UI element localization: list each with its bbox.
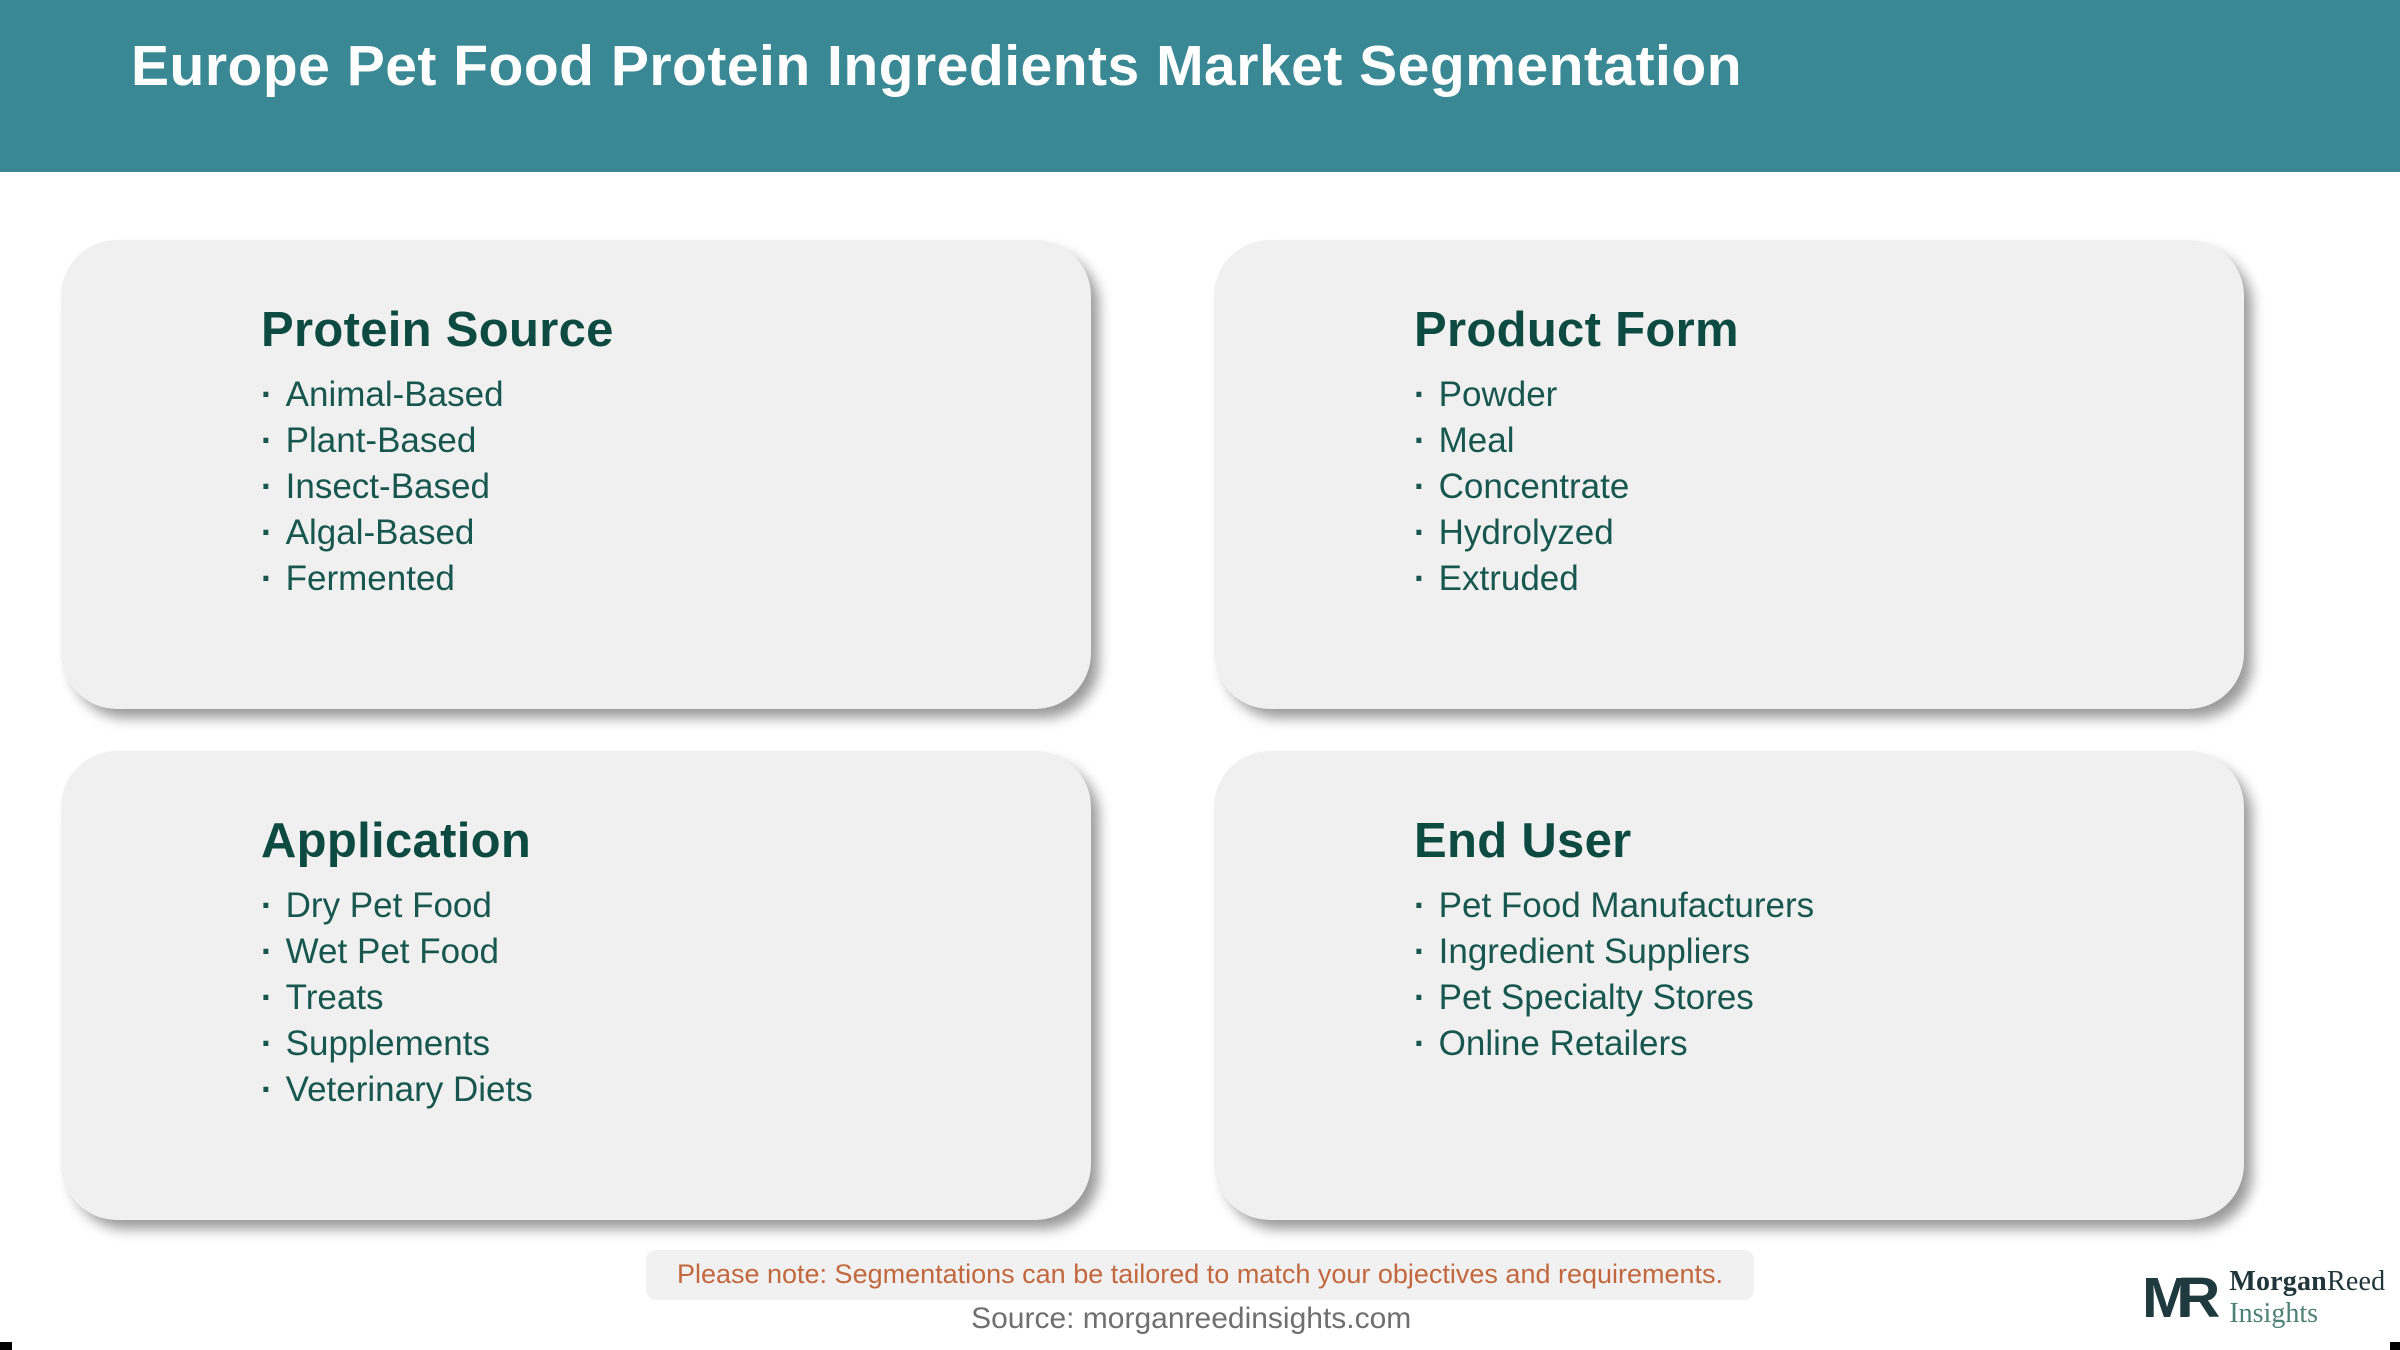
list-item-label: Insect-Based	[285, 467, 490, 506]
note-banner: Please note: Segmentations can be tailor…	[645, 1250, 1755, 1300]
list-item: · Powder	[1414, 372, 2204, 418]
logo-letter-m: M	[2142, 1265, 2192, 1330]
bullet-icon: ·	[1414, 886, 1426, 925]
logo-name-bold: Morgan	[2229, 1266, 2327, 1297]
list-item: · Algal-Based	[261, 510, 1051, 556]
bullet-icon: ·	[261, 978, 273, 1017]
card-list-protein-source: · Animal-Based · Plant-Based · Insect-Based · A…	[261, 372, 1051, 602]
bullet-icon: ·	[1414, 467, 1426, 506]
bullet-icon: ·	[261, 421, 273, 460]
list-item-label: Pet Specialty Stores	[1438, 978, 1754, 1017]
logo-letter-r: R	[2176, 1265, 2221, 1330]
list-item-label: Pet Food Manufacturers	[1438, 886, 1815, 925]
list-item: · Veterinary Diets	[261, 1067, 1051, 1113]
bullet-icon: ·	[1414, 978, 1426, 1017]
logo-text-block: MorganReed Insights	[2229, 1268, 2385, 1328]
segmentation-grid: Protein Source · Animal-Based · Plant-Based…	[61, 240, 2269, 1220]
bullet-icon: ·	[261, 559, 273, 598]
list-item: · Animal-Based	[261, 372, 1051, 418]
logo-company-name: MorganReed	[2229, 1268, 2385, 1296]
bullet-icon: ·	[261, 513, 273, 552]
list-item-label: Animal-Based	[285, 375, 504, 414]
list-item-label: Online Retailers	[1438, 1024, 1688, 1063]
list-item-label: Concentrate	[1438, 467, 1630, 506]
list-item-label: Powder	[1438, 375, 1558, 414]
bullet-icon: ·	[1414, 375, 1426, 414]
list-item: · Treats	[261, 975, 1051, 1021]
card-list-product-form: · Powder · Meal · Concentrate · Hydrolyzed · Extr…	[1414, 372, 2204, 602]
list-item-label: Ingredient Suppliers	[1438, 932, 1750, 971]
bullet-icon: ·	[1414, 513, 1426, 552]
brand-logo: MR MorganReed Insights	[2142, 1268, 2385, 1328]
list-item-label: Dry Pet Food	[285, 886, 492, 925]
list-item: · Hydrolyzed	[1414, 510, 2204, 556]
bullet-icon: ·	[261, 1024, 273, 1063]
card-title-application: Application	[261, 814, 532, 868]
bullet-icon: ·	[261, 1070, 273, 1109]
logo-name-regular: Reed	[2326, 1266, 2386, 1297]
page-title: Europe Pet Food Protein Ingredients Mark…	[131, 34, 1743, 98]
header-banner: Europe Pet Food Protein Ingredients Mark…	[0, 0, 2400, 172]
card-list-application: · Dry Pet Food · Wet Pet Food · Treats · Supple…	[261, 883, 1051, 1113]
list-item-label: Algal-Based	[285, 513, 475, 552]
list-item: · Plant-Based	[261, 418, 1051, 464]
bullet-icon: ·	[1414, 932, 1426, 971]
bullet-icon: ·	[261, 932, 273, 971]
logo-mr-monogram-icon: MR	[2142, 1269, 2229, 1326]
list-item-label: Hydrolyzed	[1438, 513, 1614, 552]
list-item: · Meal	[1414, 418, 2204, 464]
list-item-label: Treats	[285, 978, 384, 1017]
list-item: · Wet Pet Food	[261, 929, 1051, 975]
bullet-icon: ·	[1414, 1024, 1426, 1063]
bullet-icon: ·	[1414, 421, 1426, 460]
card-end-user: End User · Pet Food Manufacturers · Ingredi…	[1214, 751, 2244, 1220]
list-item: · Ingredient Suppliers	[1414, 929, 2204, 975]
list-item: · Pet Specialty Stores	[1414, 975, 2204, 1021]
card-list-end-user: · Pet Food Manufacturers · Ingredient Suppl…	[1414, 883, 2204, 1067]
list-item: · Pet Food Manufacturers	[1414, 883, 2204, 929]
list-item-label: Veterinary Diets	[285, 1070, 533, 1109]
list-item: · Supplements	[261, 1021, 1051, 1067]
logo-tagline: Insights	[2229, 1298, 2319, 1329]
card-protein-source: Protein Source · Animal-Based · Plant-Based…	[61, 240, 1091, 709]
bullet-icon: ·	[261, 886, 273, 925]
list-item-label: Supplements	[285, 1024, 490, 1063]
card-title-protein-source: Protein Source	[261, 303, 614, 357]
note-text: Please note: Segmentations can be tailor…	[676, 1259, 1724, 1289]
list-item: · Online Retailers	[1414, 1021, 2204, 1067]
card-title-end-user: End User	[1414, 814, 1632, 868]
list-item-label: Meal	[1438, 421, 1515, 460]
bullet-icon: ·	[1414, 559, 1426, 598]
crop-artifact-right	[2390, 1342, 2400, 1350]
card-title-product-form: Product Form	[1414, 303, 1739, 357]
list-item: · Dry Pet Food	[261, 883, 1051, 929]
list-item-label: Extruded	[1438, 559, 1579, 598]
list-item: · Concentrate	[1414, 464, 2204, 510]
list-item: · Insect-Based	[261, 464, 1051, 510]
list-item: · Fermented	[261, 556, 1051, 602]
card-application: Application · Dry Pet Food · Wet Pet Food · T…	[61, 751, 1091, 1220]
card-product-form: Product Form · Powder · Meal · Concentrate · Hy…	[1214, 240, 2244, 709]
list-item: · Extruded	[1414, 556, 2204, 602]
list-item-label: Wet Pet Food	[285, 932, 500, 971]
source-text: Source: morganreedinsights.com	[971, 1302, 1412, 1335]
bullet-icon: ·	[261, 375, 273, 414]
crop-artifact-left	[0, 1342, 12, 1350]
bullet-icon: ·	[261, 467, 273, 506]
list-item-label: Fermented	[285, 559, 455, 598]
list-item-label: Plant-Based	[285, 421, 477, 460]
